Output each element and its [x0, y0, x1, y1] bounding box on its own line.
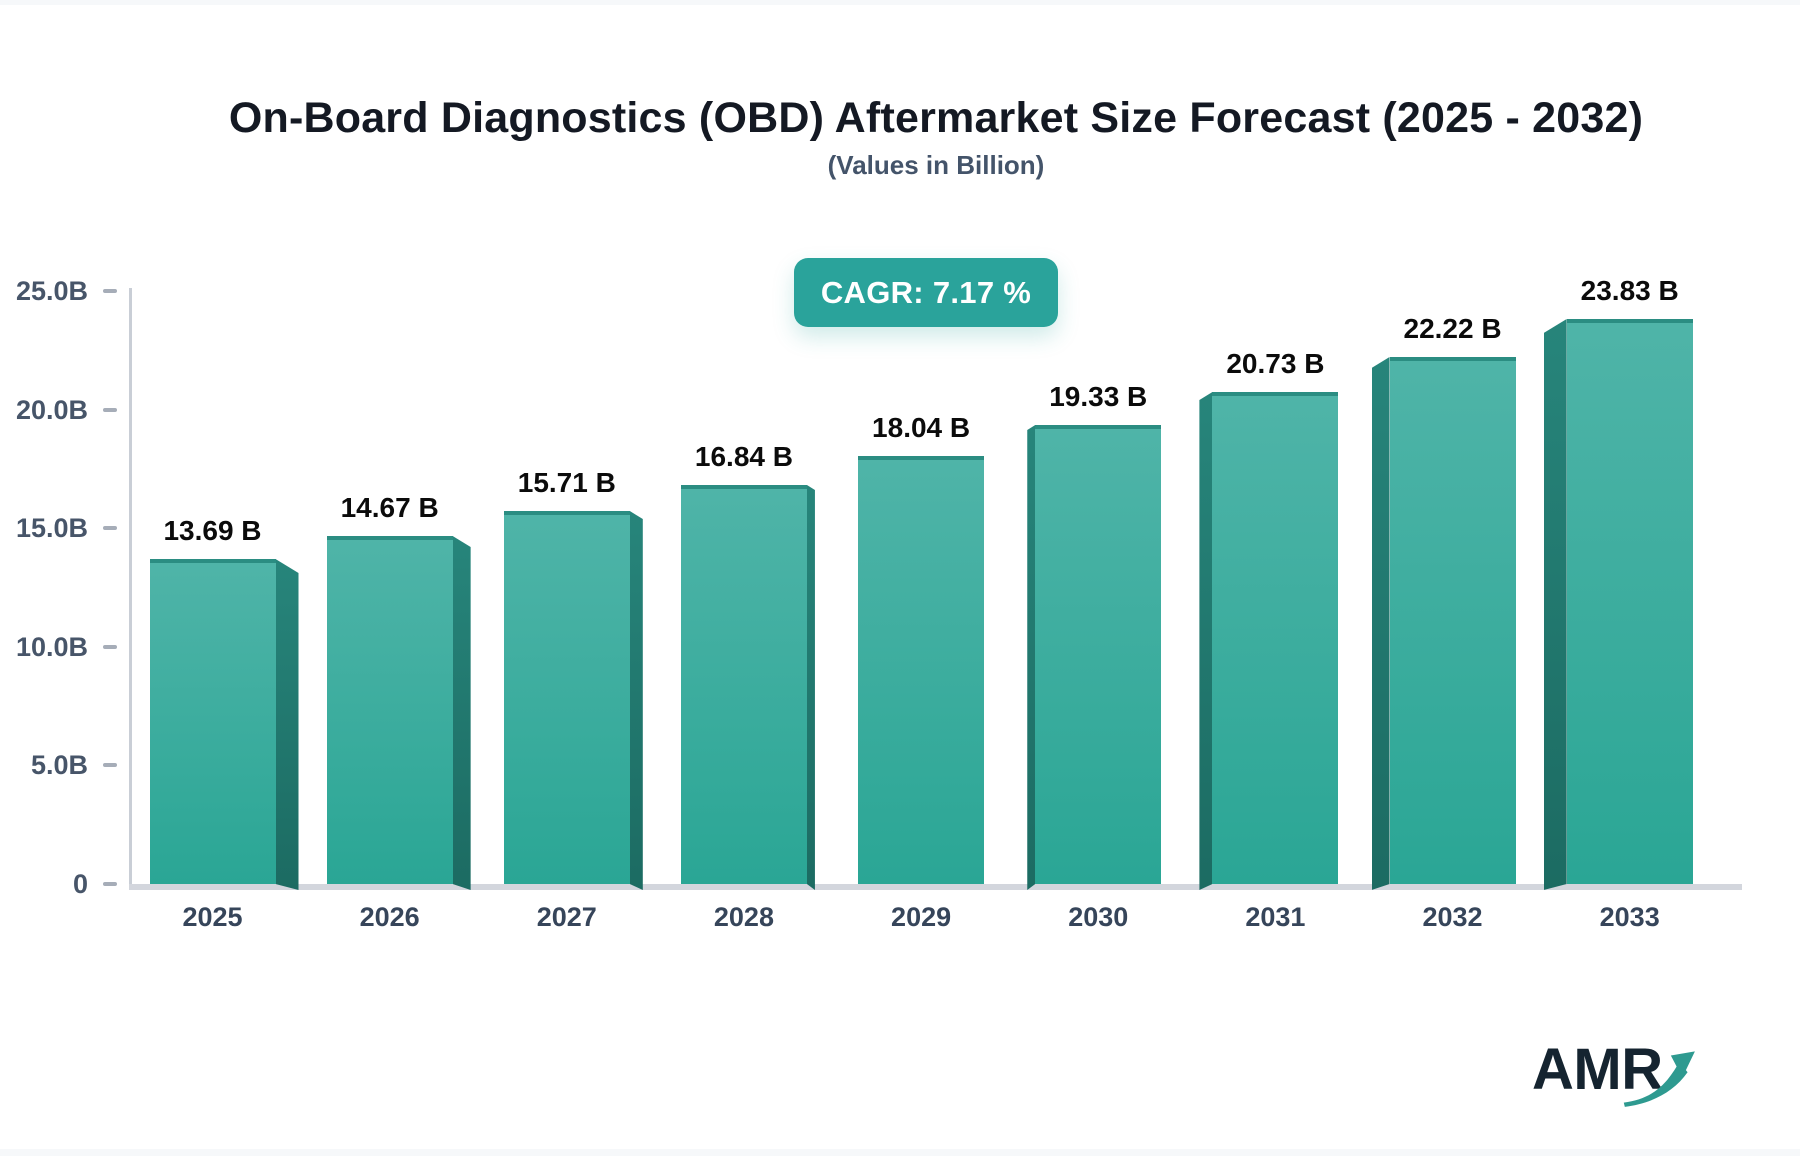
y-axis-line: [129, 288, 132, 890]
y-tick-label: 0: [72, 869, 88, 899]
bar-front-face: [503, 511, 630, 884]
y-tick-label: 5.0B: [30, 750, 88, 781]
x-axis-baseline: [129, 884, 1742, 890]
x-tick-label: 2031: [1245, 902, 1306, 932]
x-tick-label: 2032: [1422, 902, 1483, 932]
y-tick-mark: [103, 407, 117, 412]
bar-front-face: [858, 456, 985, 884]
x-tick-label: 2029: [891, 902, 952, 932]
bar-value-label: 14.67 B: [340, 492, 439, 523]
cagr-badge: CAGR: 7.17 %: [794, 258, 1058, 327]
y-tick-label: 10.0B: [15, 631, 88, 662]
x-tick-label: 2033: [1599, 902, 1660, 932]
y-tick-label: 15.0B: [15, 513, 88, 544]
y-tick-mark: [103, 289, 117, 293]
bar-front-face: [1566, 319, 1693, 884]
bar-value-label: 23.83 B: [1580, 275, 1679, 306]
cagr-badge-label: CAGR: 7.17 %: [820, 274, 1032, 310]
bar-side-face: [807, 485, 815, 890]
x-tick-label: 2025: [182, 902, 243, 932]
bar-front-face: [149, 559, 276, 884]
bar-value-label: 13.69 B: [163, 515, 262, 546]
bar-side-face: [1027, 425, 1035, 890]
bar-value-label: 19.33 B: [1049, 381, 1148, 412]
y-tick-label: 20.0B: [15, 394, 88, 425]
page-edge-top: [0, 0, 1800, 5]
bar-front-face: [680, 485, 807, 884]
bar-side-face: [453, 536, 471, 890]
y-tick-mark: [103, 526, 117, 531]
chart-subtitle: (Values in Billion): [827, 150, 1045, 180]
x-tick-label: 2028: [713, 902, 774, 932]
y-tick-mark: [103, 763, 117, 768]
bar-side-face: [630, 511, 643, 890]
y-tick-mark: [103, 882, 117, 886]
bar-front-face: [1389, 357, 1516, 884]
amr-logo-text: AMR: [1532, 1037, 1663, 1102]
x-tick-label: 2026: [359, 902, 420, 932]
bar-value-label: 18.04 B: [872, 412, 971, 443]
bar-value-label: 15.71 B: [517, 467, 616, 498]
y-tick-label: 25.0B: [15, 276, 88, 306]
amr-logo: AMR: [1532, 1038, 1742, 1118]
y-tick-mark: [103, 644, 117, 649]
bar-side-face: [1544, 319, 1567, 890]
bar-value-label: 20.73 B: [1226, 348, 1325, 379]
chart-title: On-Board Diagnostics (OBD) Aftermarket S…: [228, 94, 1644, 142]
bar-value-label: 16.84 B: [694, 441, 793, 472]
bar-side-face: [276, 559, 299, 890]
bar-side-face: [1372, 357, 1390, 890]
x-tick-label: 2027: [536, 902, 597, 932]
growth-arrow-icon: [1623, 1051, 1695, 1107]
bar-side-face: [1199, 392, 1212, 890]
page-edge-bottom: [0, 1149, 1800, 1156]
bar-front-face: [1035, 425, 1162, 884]
bar-front-face: [326, 536, 453, 884]
x-tick-label: 2030: [1068, 902, 1129, 932]
bar-front-face: [1212, 392, 1339, 884]
bar-value-label: 22.22 B: [1403, 313, 1502, 344]
